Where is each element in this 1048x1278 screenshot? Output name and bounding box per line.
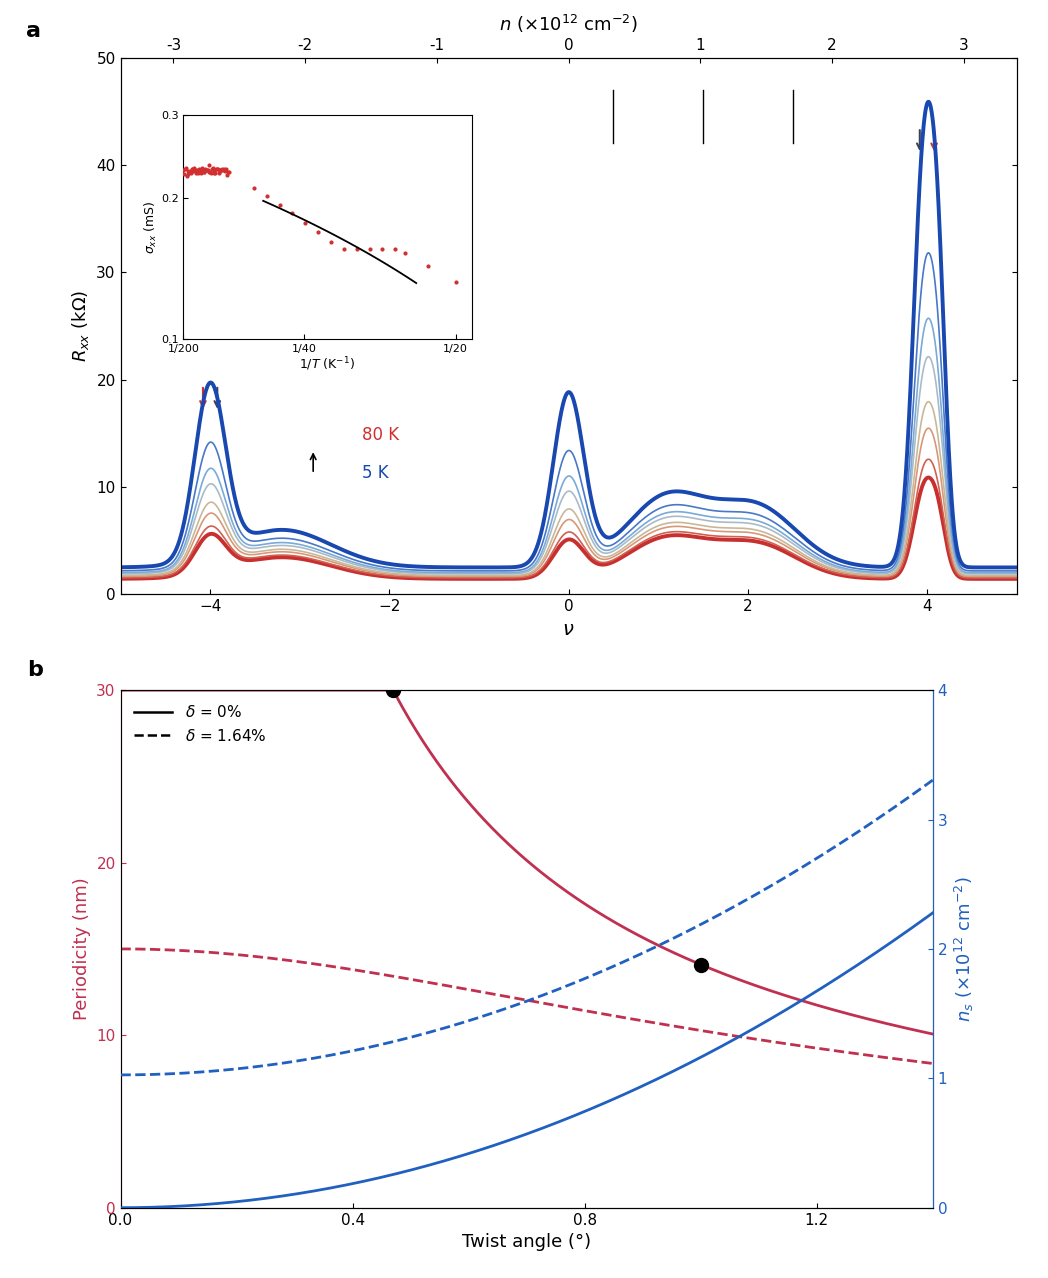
Point [185, 157, 202, 178]
Y-axis label: $n_s$ (×10$^{12}$ cm$^{-2}$): $n_s$ (×10$^{12}$ cm$^{-2}$) [953, 875, 976, 1022]
Point [211, 162, 227, 183]
Point [219, 165, 236, 185]
Text: 80 K: 80 K [363, 426, 399, 443]
Point [198, 160, 215, 180]
Point [195, 162, 212, 183]
Point [211, 160, 227, 180]
Point [374, 239, 391, 259]
Y-axis label: $R_{xx}$ (kΩ): $R_{xx}$ (kΩ) [70, 290, 91, 362]
Point [420, 256, 437, 276]
Point [204, 157, 221, 178]
X-axis label: $\nu$: $\nu$ [563, 620, 574, 639]
Point [362, 239, 378, 259]
Point [284, 203, 301, 224]
Point [217, 160, 234, 180]
Point [201, 162, 218, 183]
Point [185, 161, 202, 181]
Point [192, 161, 209, 181]
Point [202, 162, 219, 183]
Point [693, 955, 709, 975]
Y-axis label: $\sigma_{xx}$ (mS): $\sigma_{xx}$ (mS) [144, 201, 159, 253]
Point [209, 158, 225, 179]
Point [323, 231, 340, 252]
Text: b: b [27, 659, 43, 680]
Legend: $\delta$ = 0%, $\delta$ = 1.64%: $\delta$ = 0%, $\delta$ = 1.64% [128, 698, 272, 750]
Point [188, 164, 204, 184]
Point [176, 164, 193, 184]
Point [348, 239, 365, 259]
Point [177, 158, 194, 179]
Point [205, 161, 222, 181]
Point [180, 160, 197, 180]
X-axis label: $1/T$ (K$^{-1}$): $1/T$ (K$^{-1}$) [300, 355, 355, 372]
Point [216, 161, 233, 181]
Point [175, 160, 192, 180]
Point [178, 166, 195, 187]
Point [213, 160, 230, 180]
Point [189, 160, 205, 180]
Point [197, 160, 214, 180]
Point [215, 158, 232, 179]
Point [196, 161, 213, 181]
Point [181, 161, 198, 181]
Point [271, 194, 288, 215]
Point [214, 158, 231, 179]
Point [191, 161, 208, 181]
Point [206, 162, 223, 183]
Point [218, 158, 235, 179]
Point [206, 162, 223, 183]
Point [447, 272, 464, 293]
Point [177, 158, 194, 179]
Point [259, 187, 276, 207]
Point [219, 161, 236, 181]
Point [212, 160, 228, 180]
Point [245, 178, 262, 198]
X-axis label: $n$ (×10$^{12}$ cm$^{-2}$): $n$ (×10$^{12}$ cm$^{-2}$) [499, 13, 638, 35]
Point [200, 155, 217, 175]
Point [194, 161, 211, 181]
Point [181, 161, 198, 181]
Point [182, 164, 199, 184]
Point [190, 158, 206, 179]
Point [215, 160, 232, 180]
Point [208, 158, 224, 179]
Point [387, 239, 403, 259]
Point [194, 157, 211, 178]
Text: 5 K: 5 K [363, 464, 389, 482]
Point [297, 212, 313, 233]
Text: a: a [26, 22, 42, 41]
Point [220, 162, 237, 183]
Point [198, 160, 215, 180]
Point [397, 243, 414, 263]
Point [193, 162, 210, 183]
Point [179, 164, 196, 184]
Point [335, 239, 352, 259]
Point [385, 680, 401, 700]
Point [184, 158, 201, 179]
Y-axis label: Periodicity (nm): Periodicity (nm) [72, 878, 91, 1020]
Point [203, 158, 220, 179]
Point [310, 222, 327, 243]
Point [210, 160, 226, 180]
Point [183, 158, 200, 179]
X-axis label: Twist angle (°): Twist angle (°) [462, 1233, 591, 1251]
Point [187, 160, 203, 180]
Point [202, 162, 219, 183]
Point [190, 164, 206, 184]
Point [199, 160, 216, 180]
